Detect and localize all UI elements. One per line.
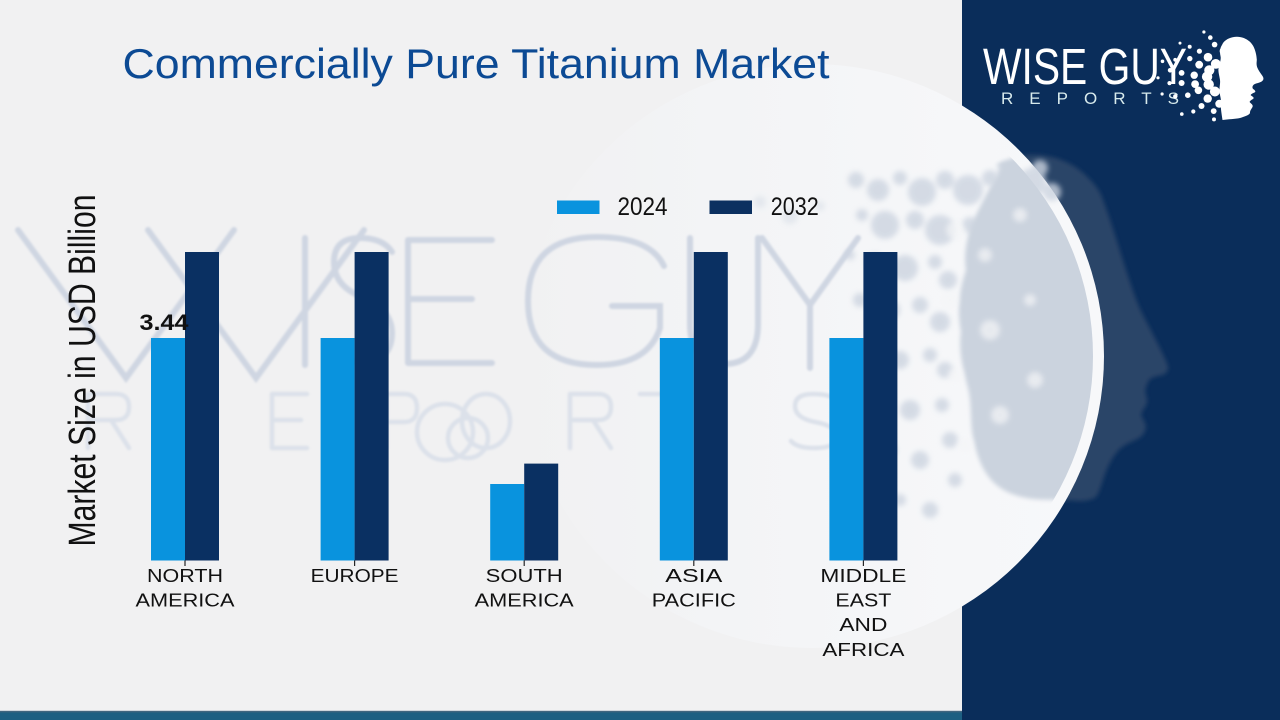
svg-text:AND: AND <box>839 615 887 635</box>
svg-text:2032: 2032 <box>771 193 819 221</box>
svg-text:ASIA: ASIA <box>665 566 722 586</box>
svg-text:PACIFIC: PACIFIC <box>652 591 736 611</box>
svg-text:AMERICA: AMERICA <box>136 591 235 611</box>
svg-text:EUROPE: EUROPE <box>311 566 399 586</box>
svg-text:Market Size in USD Billion: Market Size in USD Billion <box>62 195 104 547</box>
svg-text:AFRICA: AFRICA <box>822 640 904 660</box>
svg-text:AMERICA: AMERICA <box>475 591 574 611</box>
svg-text:3.44: 3.44 <box>140 310 190 335</box>
svg-text:NORTH: NORTH <box>147 566 223 586</box>
svg-text:Commercially Pure Titanium Mar: Commercially Pure Titanium Market <box>123 40 830 87</box>
svg-text:SOUTH: SOUTH <box>486 566 563 586</box>
svg-text:WISE GUY: WISE GUY <box>983 38 1187 95</box>
svg-text:2024: 2024 <box>618 193 668 221</box>
svg-text:EAST: EAST <box>835 591 891 611</box>
svg-text:MIDDLE: MIDDLE <box>820 566 906 586</box>
